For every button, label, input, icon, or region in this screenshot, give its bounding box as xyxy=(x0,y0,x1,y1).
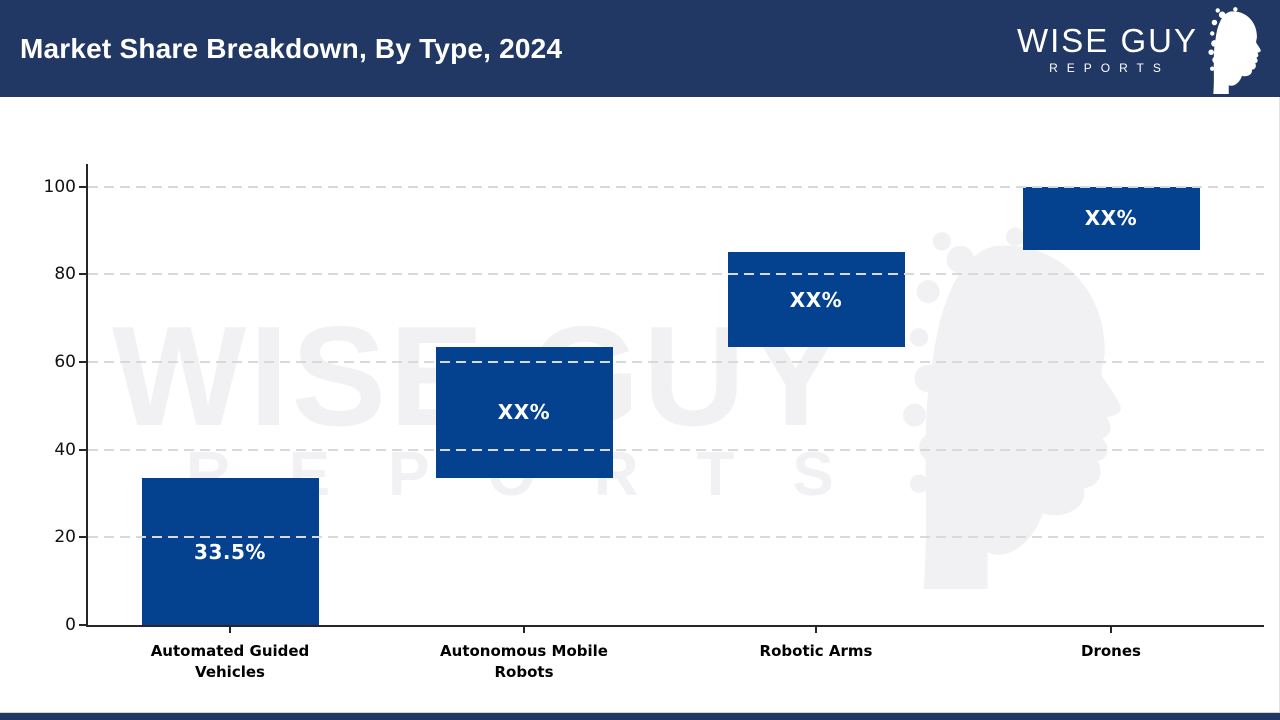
brand-face-icon xyxy=(1208,7,1261,94)
y-tick-mark xyxy=(79,624,86,626)
y-tick-label: 60 xyxy=(54,352,76,372)
page-title: Market Share Breakdown, By Type, 2024 xyxy=(20,33,563,64)
y-tick-label: 0 xyxy=(65,615,76,635)
x-category-label-line: Drones xyxy=(1081,642,1141,660)
y-tick-mark xyxy=(79,448,86,451)
bar-2: XX% xyxy=(727,252,905,347)
chart-area: WISE GUY REPORTS 02040608010033.5%XX%XX%… xyxy=(0,97,1280,713)
bottom-divider xyxy=(0,712,1280,713)
x-tick-mark xyxy=(229,627,231,633)
y-tick-mark xyxy=(79,361,86,363)
x-category-label: Autonomous Mobile Robots xyxy=(384,641,664,683)
x-category-label-line: Autonomous Mobile xyxy=(440,642,608,660)
gridline-y20 xyxy=(88,536,1264,539)
bar-value-label: 33.5% xyxy=(194,539,266,564)
y-tick-mark xyxy=(79,536,86,539)
y-tick-mark xyxy=(79,185,86,188)
x-category-label-line: Robots xyxy=(494,663,554,681)
x-tick-mark xyxy=(1110,627,1112,633)
x-category-label: Robotic Arms xyxy=(676,641,956,662)
x-category-label-line: Automated Guided xyxy=(150,642,310,660)
y-tick-label: 20 xyxy=(54,527,76,548)
brand-logo-text: WISE GUY REPORTS xyxy=(1016,22,1198,76)
bar-value-label: XX% xyxy=(497,400,551,425)
y-tick-mark xyxy=(79,273,86,276)
x-tick-mark xyxy=(523,627,525,633)
bar-1: XX% xyxy=(435,346,613,479)
bar-value-label: XX% xyxy=(789,287,843,312)
gridline-y80 xyxy=(88,273,1264,276)
bar-3: XX% xyxy=(1022,186,1200,251)
gridline-y100 xyxy=(88,185,1264,188)
x-axis-line xyxy=(86,625,1264,627)
header-bar: Market Share Breakdown, By Type, 2024 WI… xyxy=(0,0,1280,97)
watermark-face-icon xyxy=(903,227,1121,589)
footer-bar xyxy=(0,713,1280,720)
x-category-label: Drones xyxy=(971,641,1251,662)
gridline-y60 xyxy=(88,361,1264,363)
y-tick-label: 100 xyxy=(43,176,76,197)
x-category-label-line: Robotic Arms xyxy=(759,642,873,660)
gridline-y40 xyxy=(88,448,1264,451)
bar-0: 33.5% xyxy=(141,478,319,625)
x-tick-mark xyxy=(815,627,817,633)
brand-logo: WISE GUY REPORTS xyxy=(1000,2,1268,95)
bar-value-label: XX% xyxy=(1084,206,1138,231)
x-category-label-line: Vehicles xyxy=(195,663,265,681)
brand-name: WISE GUY xyxy=(1016,22,1198,59)
x-category-label: Automated Guided Vehicles xyxy=(90,641,370,683)
y-tick-label: 40 xyxy=(54,439,76,460)
y-tick-label: 80 xyxy=(54,264,76,285)
y-axis-line xyxy=(86,164,88,627)
brand-subname: REPORTS xyxy=(1049,61,1170,75)
